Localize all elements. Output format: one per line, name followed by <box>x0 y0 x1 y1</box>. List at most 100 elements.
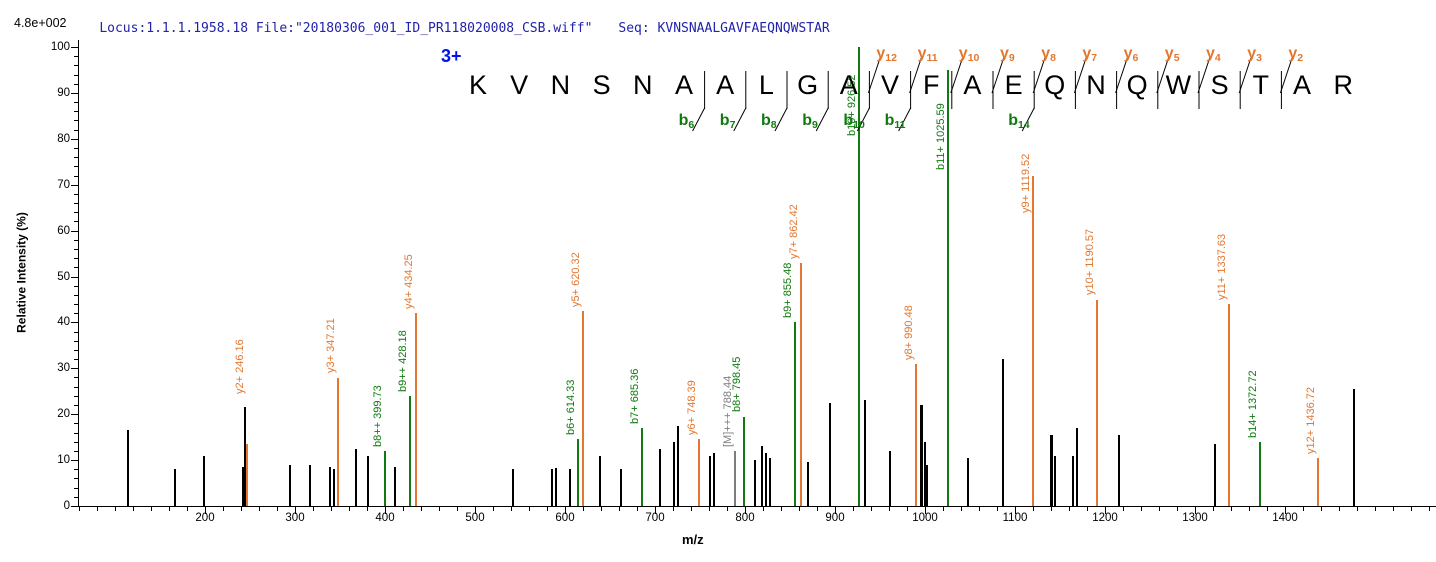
peak <box>555 467 557 506</box>
x-minor-tick <box>331 507 332 511</box>
peak-label: b8+ 798.45 <box>730 357 743 413</box>
y-tick-label: 60 <box>57 225 70 237</box>
x-minor-tick <box>781 507 782 511</box>
peak-label: b9+ 855.48 <box>781 263 794 319</box>
y-minor-tick <box>74 221 78 222</box>
y-major-tick <box>71 460 78 461</box>
y-minor-tick <box>74 102 78 103</box>
x-minor-tick <box>763 507 764 511</box>
peak-label: y8+ 990.48 <box>903 304 916 360</box>
x-minor-tick <box>169 507 170 511</box>
y-ion-label-y11: y11 <box>917 45 938 64</box>
peak-label: y5+ 620.32 <box>570 252 583 307</box>
peak <box>393 467 396 506</box>
y-minor-tick <box>74 497 78 498</box>
x-minor-tick <box>1231 507 1232 511</box>
peak-b10 <box>857 47 860 506</box>
y-major-tick <box>71 139 78 140</box>
y-minor-tick <box>74 423 78 424</box>
x-minor-tick <box>1159 507 1160 511</box>
peak-label: b7+ 685.36 <box>628 368 641 424</box>
y-minor-tick <box>74 442 78 443</box>
x-tick-label: 1000 <box>912 512 938 524</box>
x-minor-tick <box>241 507 242 511</box>
x-minor-tick <box>97 507 98 511</box>
y-ion-label-y4: y4 <box>1206 45 1221 64</box>
locus-file-text: Locus:1.1.1.1958.18 File:"20180306_001_I… <box>99 21 593 36</box>
peak-label: y4+ 434.25 <box>402 254 415 310</box>
x-major-tick <box>925 507 926 514</box>
x-minor-tick <box>1033 507 1034 511</box>
x-minor-tick <box>493 507 494 511</box>
x-minor-tick <box>511 507 512 511</box>
y-tick-label: 0 <box>63 500 70 512</box>
x-minor-tick <box>853 507 854 511</box>
x-minor-tick <box>709 507 710 511</box>
residue-letter: A <box>716 70 735 100</box>
x-minor-tick <box>457 507 458 511</box>
peak <box>288 464 291 506</box>
peak <box>569 469 572 506</box>
x-minor-tick <box>997 507 998 511</box>
peak-y3 <box>336 377 339 506</box>
y-major-tick <box>71 185 78 186</box>
y-tick-label: 70 <box>57 179 70 191</box>
x-minor-tick <box>187 507 188 511</box>
b-ion-label-b7: b7 <box>719 112 736 131</box>
peak-label: y3+ 347.21 <box>324 318 337 374</box>
peak-b6 <box>576 439 579 506</box>
y-minor-tick <box>74 267 78 268</box>
x-minor-tick <box>547 507 548 511</box>
y-tick-label: 10 <box>57 454 70 466</box>
peak-y12 <box>1317 457 1319 506</box>
x-major-tick <box>1105 507 1106 514</box>
peak-label: y10+ 1190.57 <box>1083 229 1096 296</box>
x-minor-tick <box>1393 507 1394 511</box>
y-minor-tick <box>74 469 78 470</box>
peak <box>769 457 772 506</box>
peak-y11 <box>1227 304 1230 506</box>
x-tick-label: 700 <box>645 512 665 524</box>
y-major-tick <box>71 368 78 369</box>
x-minor-tick <box>115 507 116 511</box>
peak <box>309 464 312 506</box>
x-minor-tick <box>961 507 962 511</box>
x-major-tick <box>1285 507 1286 514</box>
y-minor-tick <box>74 488 78 489</box>
peak-b8 <box>383 450 386 506</box>
y-minor-tick <box>74 258 78 259</box>
b-ion-label-b6: b6 <box>678 112 695 131</box>
x-minor-tick <box>529 507 530 511</box>
peak-label: y6+ 748.39 <box>685 380 698 436</box>
x-minor-tick <box>421 507 422 511</box>
x-minor-tick <box>1429 507 1430 511</box>
y-tick-label: 80 <box>57 133 70 145</box>
peak-y2 <box>245 444 248 506</box>
peak <box>764 453 767 506</box>
y-minor-tick <box>74 84 78 85</box>
peak-b11 <box>947 69 949 506</box>
y-axis-line <box>78 40 79 507</box>
x-minor-tick <box>439 507 440 511</box>
peak <box>919 405 923 506</box>
x-minor-tick <box>403 507 404 511</box>
y-major-tick <box>71 277 78 278</box>
peak <box>967 457 970 506</box>
x-minor-tick <box>1411 507 1412 511</box>
x-minor-tick <box>943 507 944 511</box>
x-minor-tick <box>1069 507 1070 511</box>
peak <box>828 402 831 506</box>
peak <box>203 455 206 506</box>
x-major-tick <box>385 507 386 514</box>
y-tick-label: 20 <box>57 408 70 420</box>
x-major-tick <box>835 507 836 514</box>
y-ion-label-y5: y5 <box>1164 45 1180 64</box>
y-tick-label: 50 <box>57 271 70 283</box>
peak-b7 <box>640 428 643 506</box>
y-minor-tick <box>74 377 78 378</box>
y-minor-tick <box>74 166 78 167</box>
y-minor-tick <box>74 433 78 434</box>
residue-letter: V <box>880 70 900 100</box>
y-minor-tick <box>74 120 78 121</box>
x-minor-tick <box>1051 507 1052 511</box>
